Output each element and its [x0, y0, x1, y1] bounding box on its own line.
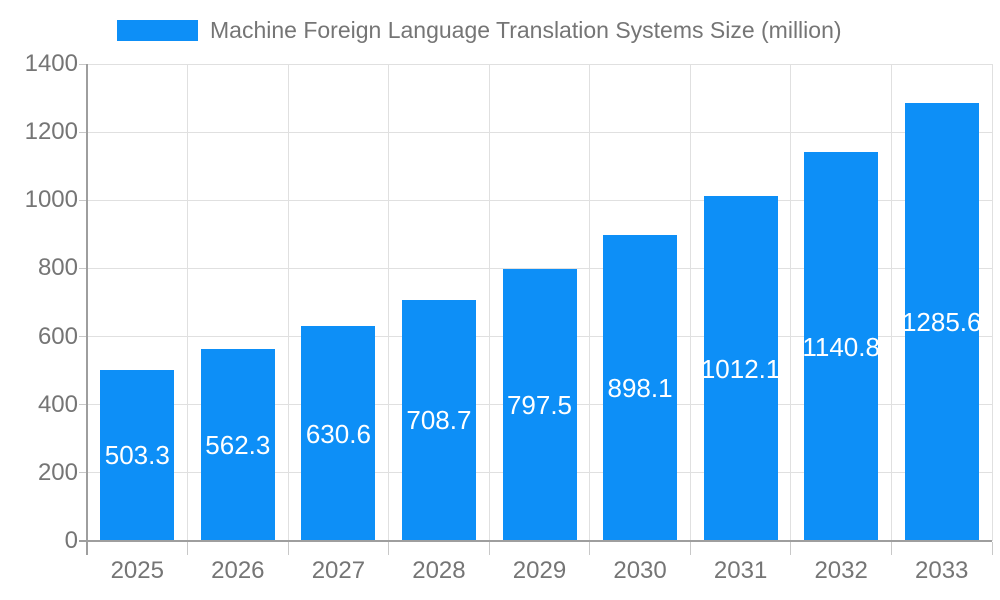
- x-tick-label: 2030: [613, 557, 667, 584]
- bar: [301, 326, 376, 540]
- y-tick-mark: [79, 131, 87, 133]
- y-tick-label: 800: [37, 254, 78, 282]
- v-gridline: [991, 64, 993, 541]
- legend-label: Machine Foreign Language Translation Sys…: [210, 17, 842, 43]
- bar-value-label: 898.1: [607, 373, 673, 403]
- x-tick-mark: [689, 542, 691, 555]
- bar-value-label: 1140.8: [802, 331, 880, 362]
- y-tick-mark: [79, 267, 87, 269]
- y-tick-mark: [79, 404, 87, 406]
- y-tick-label: 400: [37, 390, 78, 418]
- x-tick-mark: [790, 542, 792, 555]
- bar: [703, 196, 778, 540]
- x-tick-mark: [287, 542, 289, 555]
- h-gridline: [87, 267, 992, 269]
- y-tick-mark: [79, 63, 87, 65]
- x-tick-mark: [589, 542, 591, 555]
- bar-value-label: 1012.1: [700, 353, 781, 384]
- x-tick-mark: [187, 542, 189, 555]
- v-gridline: [790, 64, 792, 541]
- legend-swatch: [117, 20, 198, 41]
- v-gridline: [287, 64, 289, 541]
- bar-value-label: 1285.6: [901, 306, 982, 337]
- h-gridline: [87, 63, 992, 65]
- y-tick-mark: [79, 336, 87, 338]
- bar: [100, 369, 175, 540]
- v-gridline: [187, 64, 189, 541]
- bar: [401, 299, 476, 540]
- h-gridline: [87, 131, 992, 133]
- x-tick-mark: [991, 542, 993, 555]
- bar: [804, 152, 879, 540]
- x-tick-label: 2033: [915, 557, 969, 584]
- x-tick-label: 2029: [512, 557, 567, 584]
- x-tick-label: 2027: [311, 557, 366, 584]
- x-axis-line: [79, 540, 992, 542]
- y-tick-mark: [79, 472, 87, 474]
- v-gridline: [388, 64, 390, 541]
- x-tick-mark: [488, 542, 490, 555]
- bar-value-label: 708.7: [406, 405, 472, 436]
- v-gridline: [589, 64, 591, 541]
- bar: [502, 269, 577, 540]
- x-tick-label: 2031: [713, 557, 768, 584]
- plot-area: 503.3 562.3 630.6 708.7 797.5 898.1 1012.1 1140…: [79, 63, 993, 555]
- y-tick-label: 1400: [24, 50, 78, 77]
- v-gridline: [689, 64, 691, 541]
- h-gridline: [87, 199, 992, 201]
- x-tick-mark: [890, 542, 892, 555]
- bar-value-label: 503.3: [104, 440, 170, 471]
- x-tick-label: 2026: [211, 557, 265, 584]
- bar-value-label: 797.5: [506, 390, 573, 421]
- y-tick-label: 1000: [24, 186, 78, 214]
- y-tick-label: 0: [64, 527, 78, 554]
- bar: [904, 102, 979, 540]
- bar-value-label: 630.6: [305, 418, 371, 449]
- y-axis-line: [86, 64, 88, 555]
- bar: [603, 235, 678, 540]
- y-tick-label: 200: [37, 458, 78, 486]
- x-tick-label: 2032: [814, 557, 868, 584]
- x-tick-mark: [388, 542, 390, 555]
- v-gridline: [890, 64, 892, 541]
- bar: [200, 349, 275, 540]
- y-tick-label: 600: [37, 322, 78, 350]
- bar-value-label: 562.3: [205, 430, 271, 461]
- y-tick-label: 1200: [24, 118, 78, 146]
- x-tick-label: 2028: [412, 557, 466, 584]
- v-gridline: [488, 64, 490, 541]
- y-tick-mark: [79, 199, 87, 201]
- x-tick-label: 2025: [110, 557, 164, 584]
